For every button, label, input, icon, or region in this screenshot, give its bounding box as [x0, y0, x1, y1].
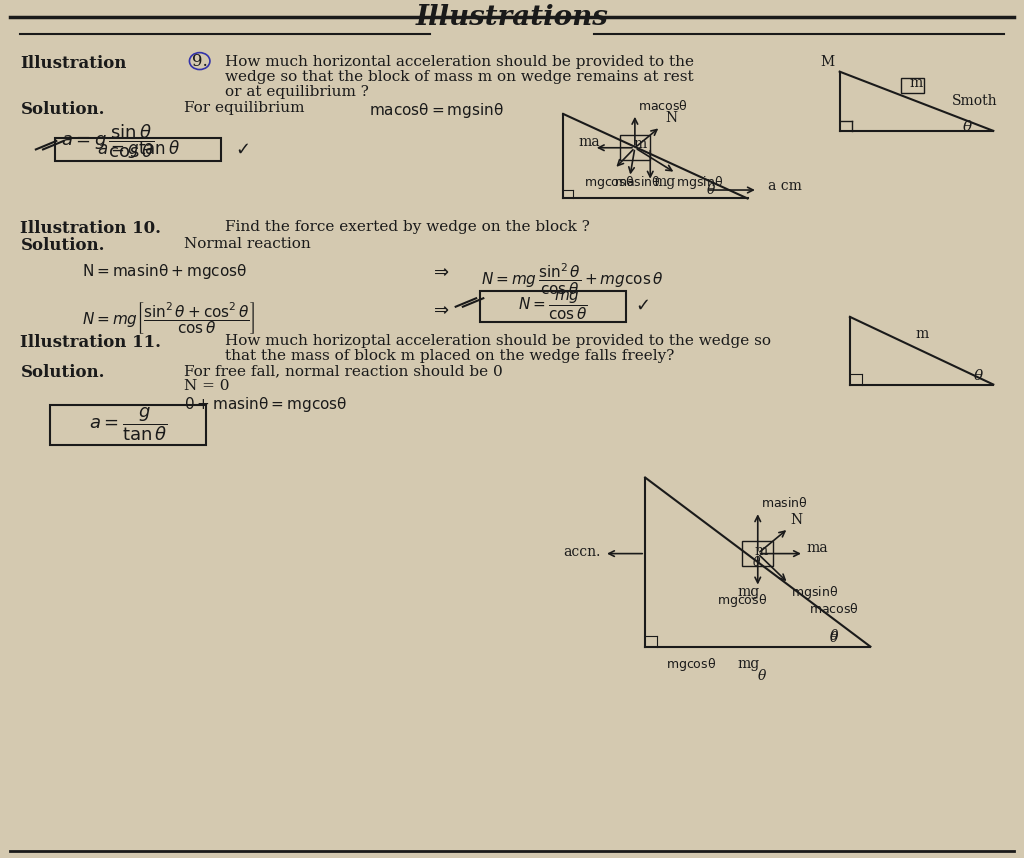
- Text: θ: θ: [753, 556, 760, 570]
- Text: m: m: [915, 327, 928, 341]
- Text: $\mathrm{macos\theta}$: $\mathrm{macos\theta}$: [638, 99, 688, 112]
- Bar: [742, 541, 773, 566]
- Bar: [620, 135, 650, 160]
- Text: mg: mg: [737, 656, 760, 671]
- Text: Solution.: Solution.: [20, 364, 105, 381]
- Text: For free fall, normal reaction should be 0: For free fall, normal reaction should be…: [184, 364, 503, 378]
- Text: θ: θ: [758, 669, 766, 684]
- Text: m: m: [910, 76, 923, 89]
- Text: $\Rightarrow$: $\Rightarrow$: [430, 262, 450, 280]
- Text: $\mathrm{mgcos\theta}$: $\mathrm{mgcos\theta}$: [584, 174, 634, 190]
- Text: Normal reaction: Normal reaction: [184, 237, 311, 251]
- Text: ma: ma: [579, 135, 600, 149]
- Text: $\mathrm{macos\theta}$: $\mathrm{macos\theta}$: [809, 601, 859, 616]
- Text: $a = \dfrac{g}{\tan\theta}$: $a = \dfrac{g}{\tan\theta}$: [89, 406, 167, 443]
- Text: mg: mg: [737, 585, 760, 599]
- Text: $\mathrm{masin\theta}$: $\mathrm{masin\theta}$: [614, 175, 662, 189]
- Text: θ: θ: [829, 629, 838, 643]
- Text: $\mathrm{mgcos\theta}$: $\mathrm{mgcos\theta}$: [717, 592, 767, 609]
- Text: Solution.: Solution.: [20, 237, 105, 253]
- Text: θ: θ: [964, 119, 972, 134]
- Text: How much horizoptal acceleration should be provided to the wedge so: How much horizoptal acceleration should …: [225, 334, 771, 347]
- Text: $N = mg\,\dfrac{\sin^2\theta}{\cos\theta} + mg\cos\theta$: $N = mg\,\dfrac{\sin^2\theta}{\cos\theta…: [481, 262, 664, 298]
- Text: $0 + \mathrm{masin\theta = mgcos\theta}$: $0 + \mathrm{masin\theta = mgcos\theta}$: [184, 395, 347, 414]
- Text: $\mathrm{mgsin\theta}$: $\mathrm{mgsin\theta}$: [676, 174, 723, 190]
- Text: N: N: [666, 112, 678, 125]
- Text: mg: mg: [653, 175, 676, 189]
- Text: θ: θ: [974, 369, 982, 383]
- Text: wedge so that the block of mass m on wedge remains at rest: wedge so that the block of mass m on wed…: [225, 70, 694, 84]
- Text: M: M: [820, 55, 835, 69]
- Text: $\mathrm{mgcos\theta}$: $\mathrm{mgcos\theta}$: [666, 656, 716, 673]
- Text: Illustration 11.: Illustration 11.: [20, 334, 162, 351]
- Text: $\mathrm{N = masin\theta + mgcos\theta}$: $\mathrm{N = masin\theta + mgcos\theta}$: [82, 262, 247, 281]
- Text: that the mass of block m placed on the wedge falls freely?: that the mass of block m placed on the w…: [225, 349, 675, 363]
- Text: $\mathrm{masin\theta}$: $\mathrm{masin\theta}$: [761, 496, 808, 511]
- Text: $\Rightarrow$: $\Rightarrow$: [430, 300, 450, 318]
- Text: Illustration 10.: Illustration 10.: [20, 220, 162, 237]
- Text: $a = g\tan\theta$: $a = g\tan\theta$: [96, 138, 180, 160]
- Text: ✓: ✓: [635, 297, 650, 315]
- Text: θ: θ: [829, 631, 838, 645]
- Text: a cm: a cm: [768, 179, 802, 193]
- Text: m: m: [755, 544, 767, 558]
- Text: $a = g\,\dfrac{\sin\theta}{\cos\theta}$: $a = g\,\dfrac{\sin\theta}{\cos\theta}$: [61, 123, 156, 160]
- Text: For equilibrium: For equilibrium: [184, 101, 305, 115]
- Text: Find the force exerted by wedge on the block ?: Find the force exerted by wedge on the b…: [225, 220, 590, 233]
- Text: N: N: [791, 513, 803, 527]
- Text: Smoth: Smoth: [952, 94, 998, 108]
- Bar: [901, 77, 924, 93]
- Text: $\mathrm{mgsin\theta}$: $\mathrm{mgsin\theta}$: [791, 584, 838, 601]
- Text: accn.: accn.: [563, 545, 600, 559]
- Text: Illustration: Illustration: [20, 55, 127, 72]
- Text: ma: ma: [807, 541, 828, 555]
- Text: Illustrations: Illustrations: [416, 4, 608, 31]
- Text: How much horizontal acceleration should be provided to the: How much horizontal acceleration should …: [225, 55, 694, 69]
- Text: $N = \dfrac{mg}{\cos\theta}$: $N = \dfrac{mg}{\cos\theta}$: [518, 289, 588, 323]
- Text: ✓: ✓: [236, 141, 251, 159]
- Text: $N = mg\left[\dfrac{\sin^2\theta + \cos^2\theta}{\cos\theta}\right]$: $N = mg\left[\dfrac{\sin^2\theta + \cos^…: [82, 300, 255, 336]
- Text: θ: θ: [707, 184, 715, 197]
- Text: N = 0: N = 0: [184, 379, 229, 394]
- Text: or at equilibrium ?: or at equilibrium ?: [225, 85, 370, 100]
- Text: $\mathrm{macos\theta = mgsin\theta}$: $\mathrm{macos\theta = mgsin\theta}$: [369, 101, 504, 120]
- Text: m: m: [634, 136, 646, 150]
- Text: Solution.: Solution.: [20, 101, 105, 118]
- Text: 9.: 9.: [191, 52, 208, 69]
